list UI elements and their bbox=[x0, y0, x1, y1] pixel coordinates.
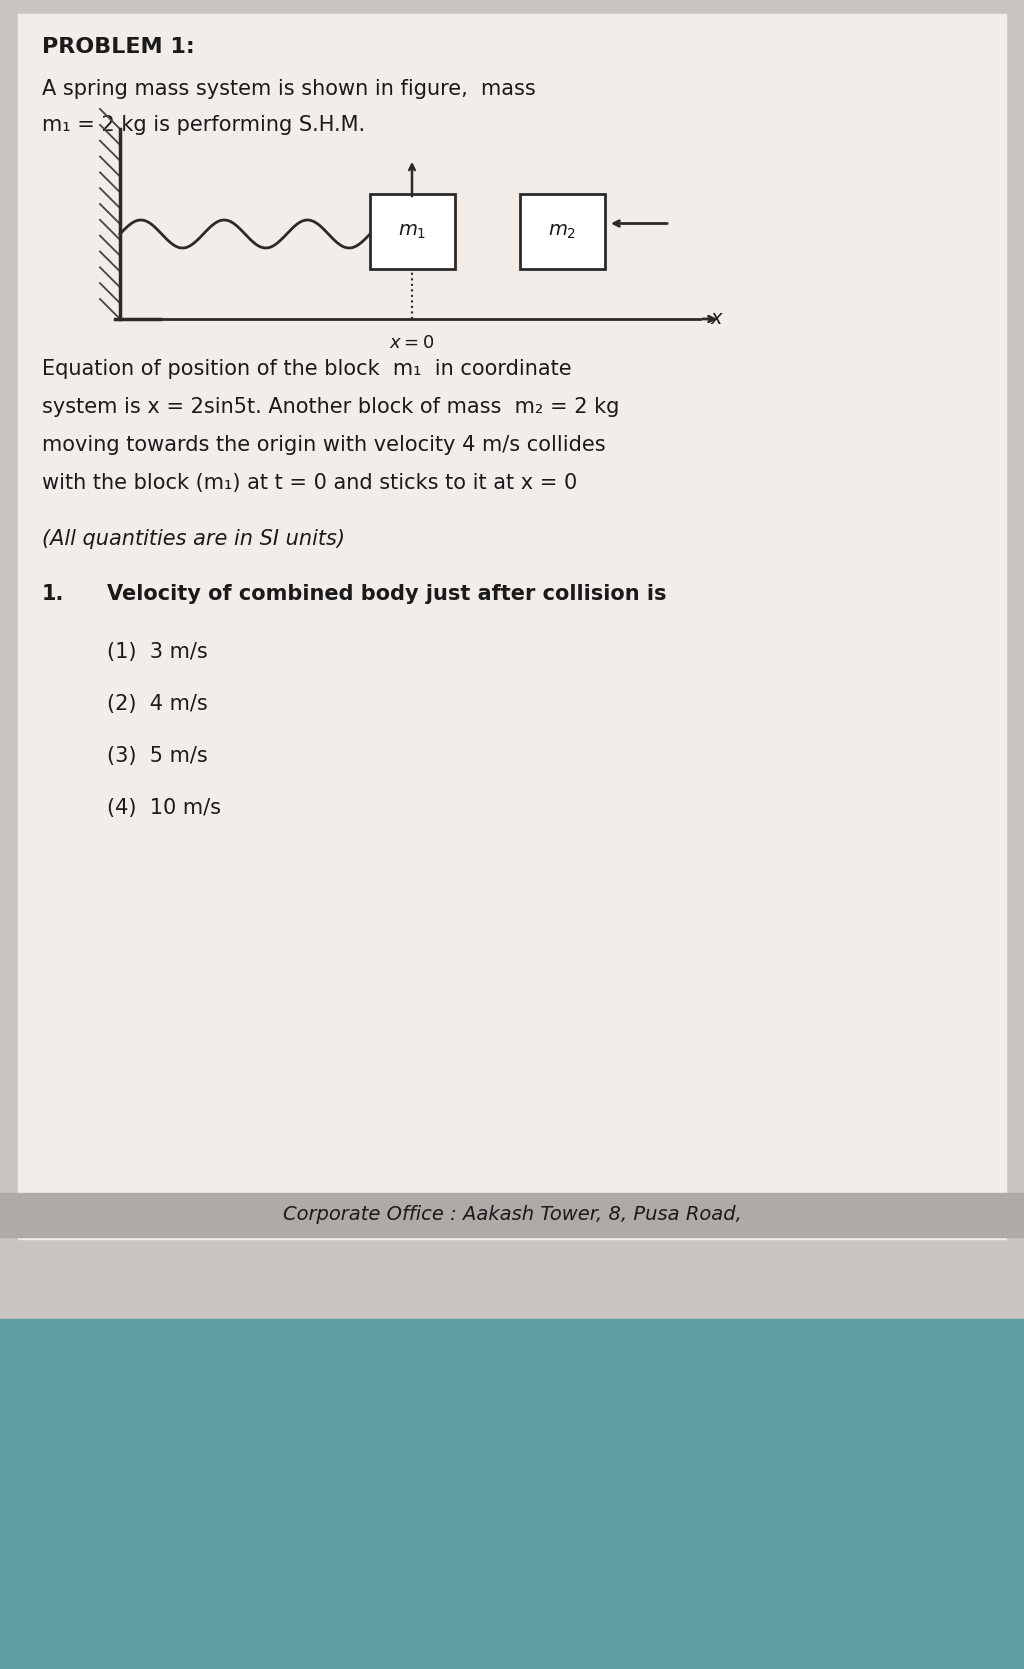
Text: 1.: 1. bbox=[42, 584, 65, 604]
Text: Equation of position of the block  m₁  in coordinate: Equation of position of the block m₁ in … bbox=[42, 359, 571, 379]
Bar bbox=[370, 194, 455, 269]
Text: Corporate Office : Aakash Tower, 8, Pusa Road,: Corporate Office : Aakash Tower, 8, Pusa… bbox=[283, 1205, 741, 1225]
Text: (4)  10 m/s: (4) 10 m/s bbox=[106, 798, 221, 818]
Text: $x = 0$: $x = 0$ bbox=[389, 334, 434, 352]
Text: (3)  5 m/s: (3) 5 m/s bbox=[106, 746, 208, 766]
Text: $x$: $x$ bbox=[710, 309, 724, 329]
Bar bbox=[520, 194, 605, 269]
Bar bbox=[0, 1193, 1024, 1237]
Text: (1)  3 m/s: (1) 3 m/s bbox=[106, 643, 208, 663]
Text: A spring mass system is shown in figure,  mass: A spring mass system is shown in figure,… bbox=[42, 78, 536, 98]
Text: m₁ = 2 kg is performing S.H.M.: m₁ = 2 kg is performing S.H.M. bbox=[42, 115, 366, 135]
Text: $m_1$: $m_1$ bbox=[398, 222, 427, 240]
Bar bbox=[18, 13, 1006, 1238]
Text: system is x = 2sin5t. Another block of mass  m₂ = 2 kg: system is x = 2sin5t. Another block of m… bbox=[42, 397, 620, 417]
Text: PROBLEM 1:: PROBLEM 1: bbox=[42, 37, 195, 57]
Text: $m_2$: $m_2$ bbox=[549, 222, 577, 240]
Text: (2)  4 m/s: (2) 4 m/s bbox=[106, 694, 208, 714]
Text: with the block (m₁) at t = 0 and sticks to it at x = 0: with the block (m₁) at t = 0 and sticks … bbox=[42, 472, 578, 492]
Bar bbox=[0, 1319, 1024, 1669]
Text: Velocity of combined body just after collision is: Velocity of combined body just after col… bbox=[106, 584, 667, 604]
Text: (All quantities are in SI units): (All quantities are in SI units) bbox=[42, 529, 345, 549]
Text: moving towards the origin with velocity 4 m/s collides: moving towards the origin with velocity … bbox=[42, 436, 605, 456]
